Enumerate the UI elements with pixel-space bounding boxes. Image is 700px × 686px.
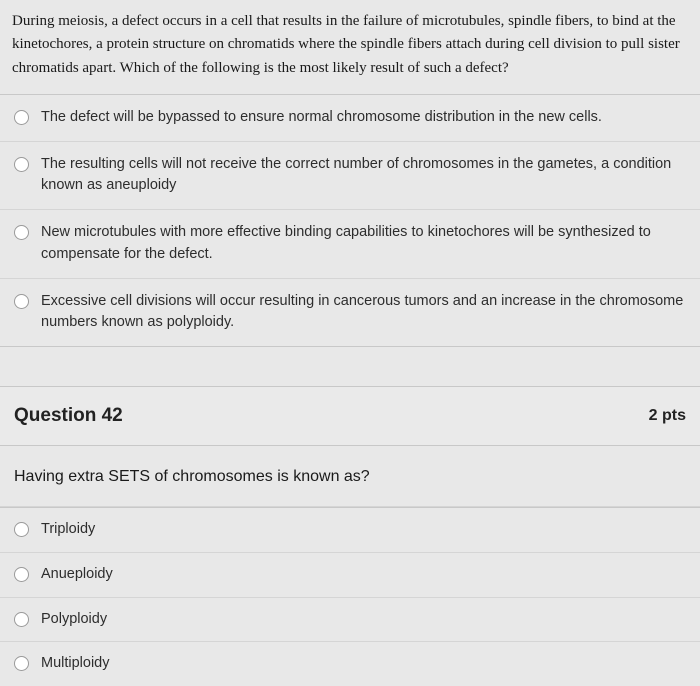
option-text: The resulting cells will not receive the…: [41, 154, 686, 198]
radio-icon[interactable]: [14, 567, 29, 582]
option-row[interactable]: Triploidy: [0, 508, 700, 553]
option-text: Polyploidy: [41, 609, 686, 631]
option-text: Excessive cell divisions will occur resu…: [41, 291, 686, 335]
option-row[interactable]: Anueploidy: [0, 553, 700, 598]
question-points: 2 pts: [649, 407, 686, 425]
radio-icon[interactable]: [14, 294, 29, 309]
question-options: The defect will be bypassed to ensure no…: [0, 94, 700, 346]
option-row[interactable]: The defect will be bypassed to ensure no…: [0, 95, 700, 142]
option-text: New microtubules with more effective bin…: [41, 222, 686, 266]
radio-icon[interactable]: [14, 612, 29, 627]
question-title: Question 42: [14, 405, 123, 427]
radio-icon[interactable]: [14, 157, 29, 172]
option-row[interactable]: Polyploidy: [0, 598, 700, 643]
option-row[interactable]: Excessive cell divisions will occur resu…: [0, 279, 700, 347]
radio-icon[interactable]: [14, 225, 29, 240]
question-prompt: During meiosis, a defect occurs in a cel…: [0, 0, 700, 94]
option-text: Triploidy: [41, 519, 686, 541]
question-options: Triploidy Anueploidy Polyploidy Multiplo…: [0, 507, 700, 686]
radio-icon[interactable]: [14, 110, 29, 125]
question-header: Question 42 2 pts: [0, 386, 700, 446]
option-row[interactable]: New microtubules with more effective bin…: [0, 210, 700, 279]
question-spacer: [0, 346, 700, 386]
question-prompt: Having extra SETS of chromosomes is know…: [0, 446, 700, 507]
option-row[interactable]: The resulting cells will not receive the…: [0, 142, 700, 211]
option-row[interactable]: Multiploidy: [0, 642, 700, 686]
radio-icon[interactable]: [14, 522, 29, 537]
option-text: Multiploidy: [41, 653, 686, 675]
option-text: The defect will be bypassed to ensure no…: [41, 107, 686, 129]
option-text: Anueploidy: [41, 564, 686, 586]
radio-icon[interactable]: [14, 656, 29, 671]
